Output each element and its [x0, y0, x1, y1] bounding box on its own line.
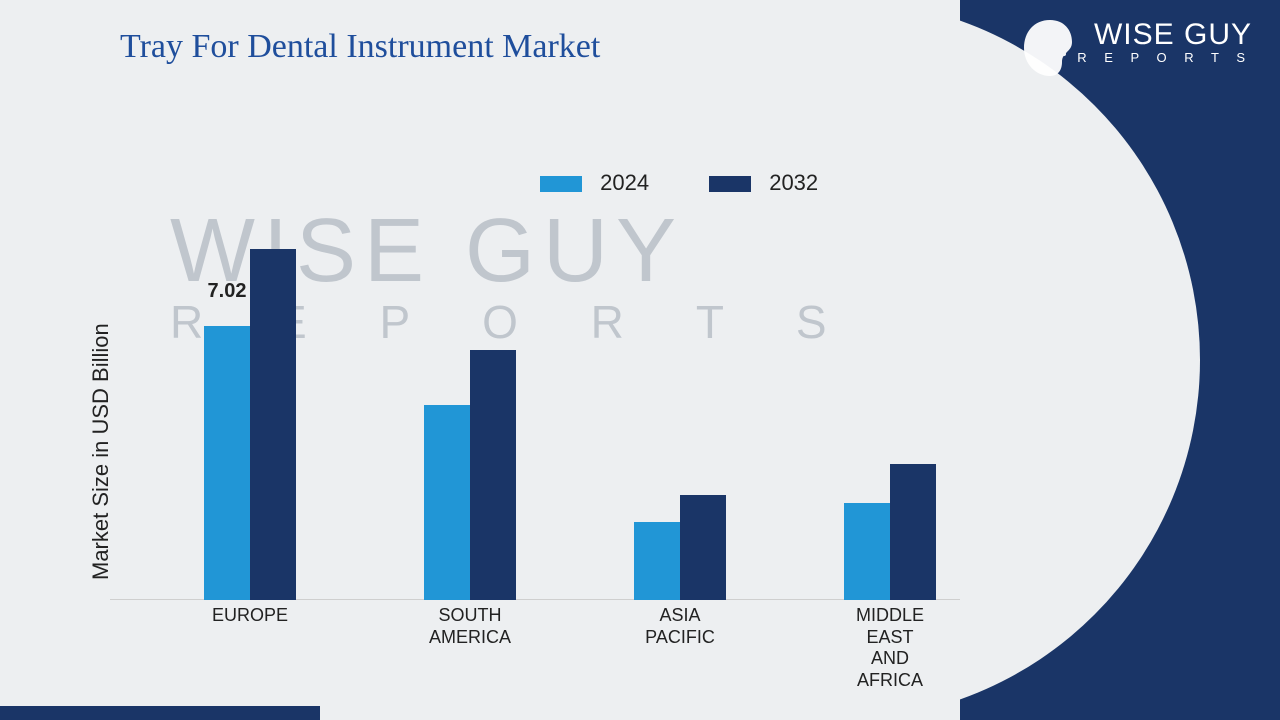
canvas: Tray For Dental Instrument Market WISE G… [0, 0, 1280, 720]
bar [680, 495, 726, 600]
category-label: EUROPE [170, 605, 330, 627]
brand-head-icon [1020, 18, 1080, 78]
bar [470, 350, 516, 600]
bar [890, 464, 936, 601]
brand-logo-main: WISE GUY [1094, 18, 1252, 51]
bar [204, 326, 250, 600]
chart-area: Market Size in USD Billion 7.02 EUROPESO… [60, 160, 960, 660]
category-label: SOUTHAMERICA [390, 605, 550, 648]
bar [844, 503, 890, 601]
brand-logo-sub: R E P O R T S [1077, 50, 1252, 65]
brand-logo: WISE GUY R E P O R T S [1077, 18, 1252, 65]
plot-region: 7.02 [110, 210, 960, 600]
bar [424, 405, 470, 600]
bottom-accent-bar [0, 706, 320, 720]
chart-title: Tray For Dental Instrument Market [120, 28, 600, 66]
bar [634, 522, 680, 600]
category-label: MIDDLEEASTANDAFRICA [810, 605, 970, 691]
bar [250, 249, 296, 600]
value-label: 7.02 [208, 280, 247, 303]
category-label: ASIAPACIFIC [600, 605, 760, 648]
